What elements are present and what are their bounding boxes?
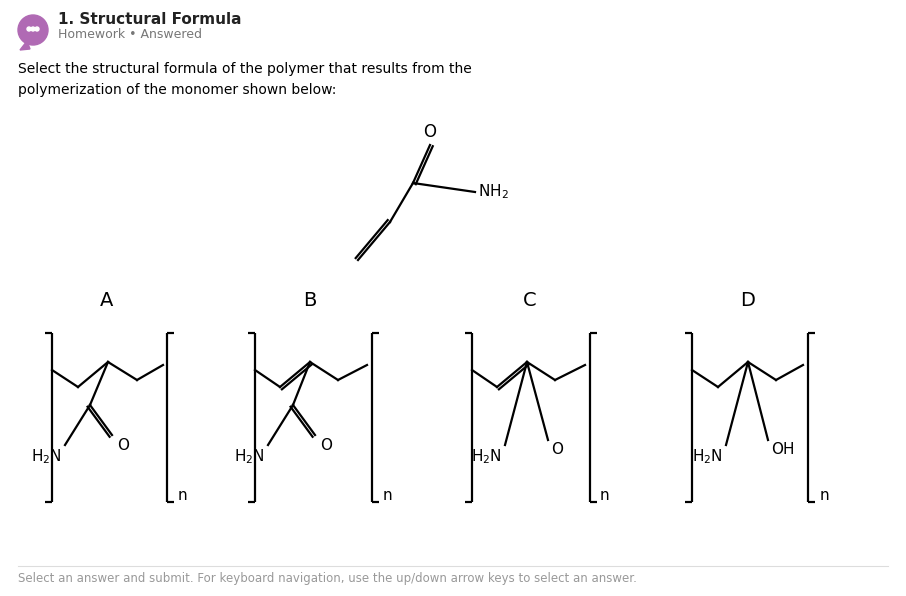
Text: A: A [101, 291, 113, 310]
Text: 1. Structural Formula: 1. Structural Formula [58, 12, 242, 27]
Text: Select an answer and submit. For keyboard navigation, use the up/down arrow keys: Select an answer and submit. For keyboar… [18, 572, 637, 585]
Text: O: O [423, 123, 437, 141]
Text: O: O [320, 438, 332, 453]
Text: O: O [117, 438, 129, 453]
Circle shape [31, 27, 35, 31]
Text: $\mathregular{H_2N}$: $\mathregular{H_2N}$ [32, 447, 62, 465]
Text: n: n [820, 488, 830, 502]
Text: n: n [600, 488, 610, 502]
Text: n: n [178, 488, 188, 502]
Text: Homework • Answered: Homework • Answered [58, 28, 202, 41]
Text: C: C [523, 291, 537, 310]
Circle shape [27, 27, 31, 31]
Text: B: B [304, 291, 317, 310]
Polygon shape [20, 41, 30, 50]
Text: $\mathregular{H_2N}$: $\mathregular{H_2N}$ [692, 447, 723, 465]
Text: O: O [551, 442, 563, 457]
Text: $\mathregular{H_2N}$: $\mathregular{H_2N}$ [471, 447, 502, 465]
Text: n: n [383, 488, 392, 502]
Circle shape [18, 15, 48, 45]
Text: Select the structural formula of the polymer that results from the
polymerizatio: Select the structural formula of the pol… [18, 62, 472, 97]
Text: D: D [740, 291, 756, 310]
Text: $\mathregular{NH_2}$: $\mathregular{NH_2}$ [478, 182, 508, 201]
Text: $\mathregular{H_2N}$: $\mathregular{H_2N}$ [235, 447, 265, 465]
Text: OH: OH [771, 442, 795, 457]
Circle shape [35, 27, 39, 31]
